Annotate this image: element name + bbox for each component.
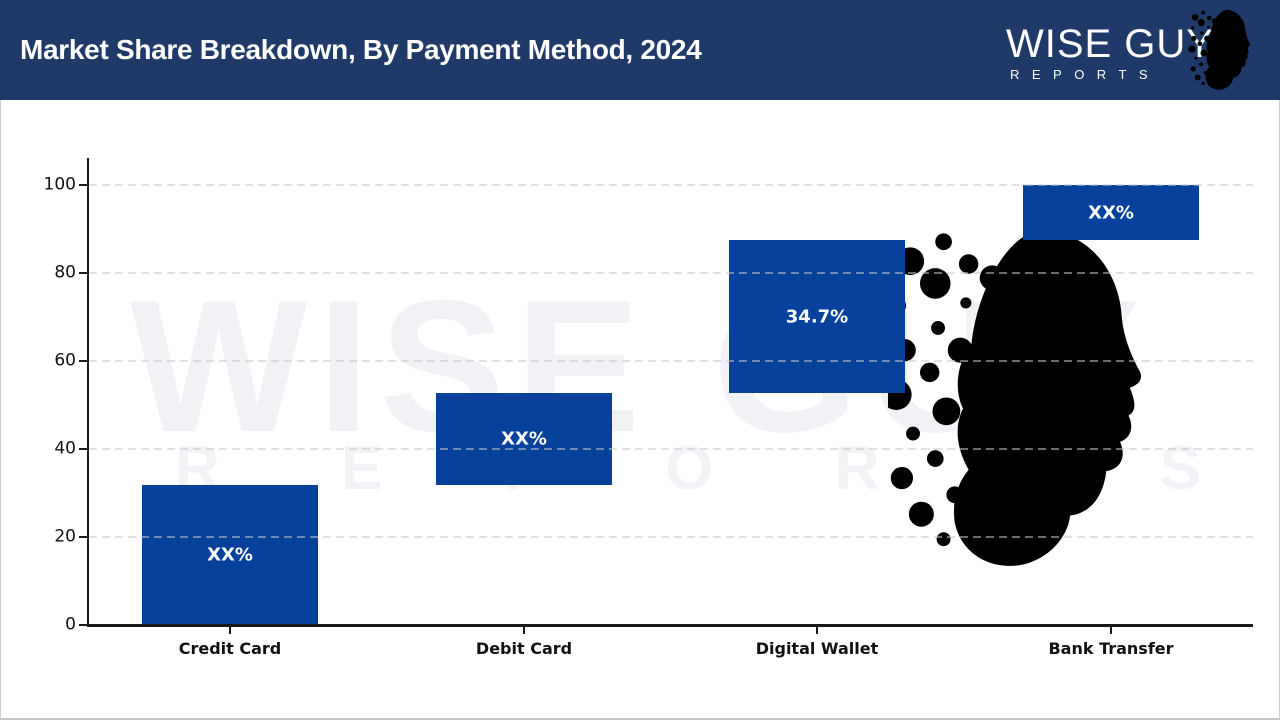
y-axis-line	[87, 158, 89, 627]
y-tick-mark	[79, 184, 87, 186]
y-tick-label: 60	[54, 350, 76, 371]
y-tick-label: 80	[54, 262, 76, 283]
bar-value-label: XX%	[501, 428, 547, 450]
bar-bank-transfer: XX%	[1023, 185, 1199, 241]
bar-credit-card: XX%	[142, 485, 318, 625]
x-tick-label-digital-wallet: Digital Wallet	[755, 639, 879, 658]
gridline-60	[89, 360, 1253, 362]
x-axis-line	[87, 624, 1253, 627]
x-tick-label-credit-card: Credit Card	[178, 639, 282, 658]
y-tick-label: 100	[43, 174, 76, 195]
logo-wordmark: WISE GUY	[1005, 22, 1214, 66]
y-tick-label: 40	[54, 438, 76, 459]
wise-guy-logo: WISE GUY REPORTS	[1006, 8, 1266, 94]
watermark-face-icon	[888, 229, 1142, 566]
plot-area: WISE GUY R E P O R T S 0 20 40 60 80 100 XX% Cr…	[0, 100, 1280, 720]
y-tick-mark	[79, 272, 87, 274]
x-tick-mark	[523, 627, 525, 634]
x-tick-label-debit-card: Debit Card	[475, 639, 573, 658]
y-tick-label: 0	[65, 614, 76, 635]
y-tick-label: 20	[54, 526, 76, 547]
y-tick-mark	[79, 624, 87, 626]
logo-subtext: REPORTS	[1009, 67, 1161, 82]
gridline-40	[89, 448, 1253, 450]
bar-value-label: 34.7%	[785, 306, 849, 328]
y-tick-mark	[79, 360, 87, 362]
y-tick-mark	[79, 448, 87, 450]
header-bar: Market Share Breakdown, By Payment Metho…	[0, 0, 1280, 100]
bar-value-label: XX%	[1088, 202, 1134, 224]
x-tick-label-bank-transfer: Bank Transfer	[1048, 639, 1174, 658]
gridline-20	[89, 536, 1253, 538]
gridline-100	[89, 184, 1253, 186]
logo-text: WISE GUY REPORTS	[1006, 24, 1214, 82]
x-tick-mark	[816, 627, 818, 634]
bar-value-label: XX%	[207, 544, 253, 566]
x-tick-mark	[229, 627, 231, 634]
logo-face-icon	[1188, 9, 1251, 90]
bar-debit-card: XX%	[436, 393, 612, 486]
y-tick-mark	[79, 536, 87, 538]
gridline-80	[89, 272, 1253, 274]
bar-digital-wallet: 34.7%	[729, 240, 905, 394]
chart-title: Market Share Breakdown, By Payment Metho…	[20, 34, 702, 65]
x-tick-mark	[1110, 627, 1112, 634]
